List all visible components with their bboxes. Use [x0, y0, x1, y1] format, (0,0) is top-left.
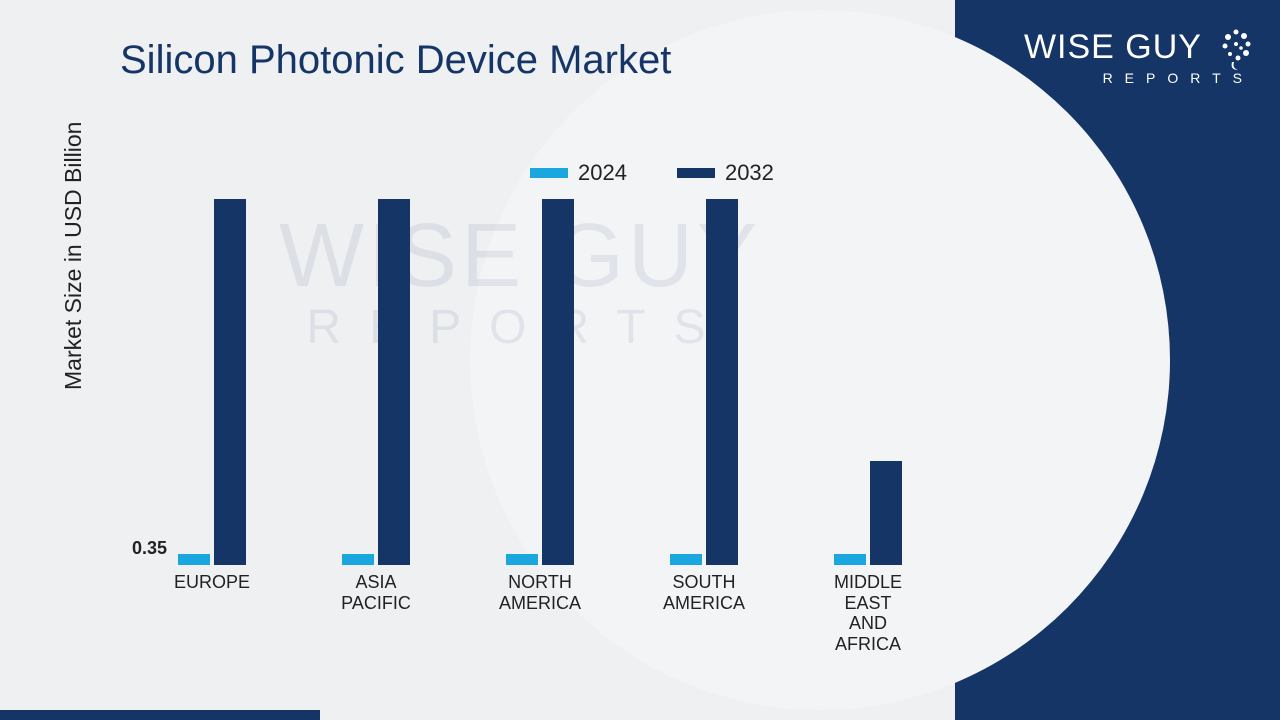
bar-2024: [506, 554, 538, 565]
category-labels: EUROPEASIA PACIFICNORTH AMERICASOUTH AME…: [130, 572, 950, 655]
logo-line2: REPORTS: [1024, 70, 1258, 86]
category-label: MIDDLE EAST AND AFRICA: [786, 572, 950, 655]
category-label: EUROPE: [130, 572, 294, 655]
bar-2024: [178, 554, 210, 565]
bar-pair: 0.35: [178, 195, 246, 565]
category-label: SOUTH AMERICA: [622, 572, 786, 655]
bar-pair: [342, 195, 410, 565]
bar-pair: [506, 195, 574, 565]
y-axis-label: Market Size in USD Billion: [60, 122, 87, 390]
bar-2024: [342, 554, 374, 565]
category-label: NORTH AMERICA: [458, 572, 622, 655]
bar-group: [294, 195, 458, 565]
category-label: ASIA PACIFIC: [294, 572, 458, 655]
chart-title: Silicon Photonic Device Market: [120, 38, 671, 83]
legend-label-2032: 2032: [725, 160, 774, 186]
bar-2032: [214, 199, 246, 565]
legend-item-2024: 2024: [530, 160, 627, 186]
right-panel: [955, 0, 1280, 720]
legend-label-2024: 2024: [578, 160, 627, 186]
bar-value-label: 0.35: [132, 538, 167, 559]
logo-line1: WISE GUY: [1024, 28, 1202, 67]
head-dots-icon: [1208, 22, 1258, 72]
bar-2032: [870, 461, 902, 565]
bar-2024: [834, 554, 866, 565]
bar-group: [786, 195, 950, 565]
bar-pair: [834, 195, 902, 565]
brand-logo: WISE GUY REPORTS: [1024, 22, 1258, 86]
bar-2032: [378, 199, 410, 565]
legend-swatch-2032: [677, 168, 715, 178]
bar-group: [622, 195, 786, 565]
bar-2024: [670, 554, 702, 565]
legend-item-2032: 2032: [677, 160, 774, 186]
bar-pair: [670, 195, 738, 565]
legend-swatch-2024: [530, 168, 568, 178]
bar-2032: [706, 199, 738, 565]
bar-group: 0.35: [130, 195, 294, 565]
bar-2032: [542, 199, 574, 565]
bar-chart: 0.35: [130, 195, 950, 565]
legend: 2024 2032: [530, 160, 774, 186]
bar-group: [458, 195, 622, 565]
bottom-accent-bar: [0, 710, 320, 720]
